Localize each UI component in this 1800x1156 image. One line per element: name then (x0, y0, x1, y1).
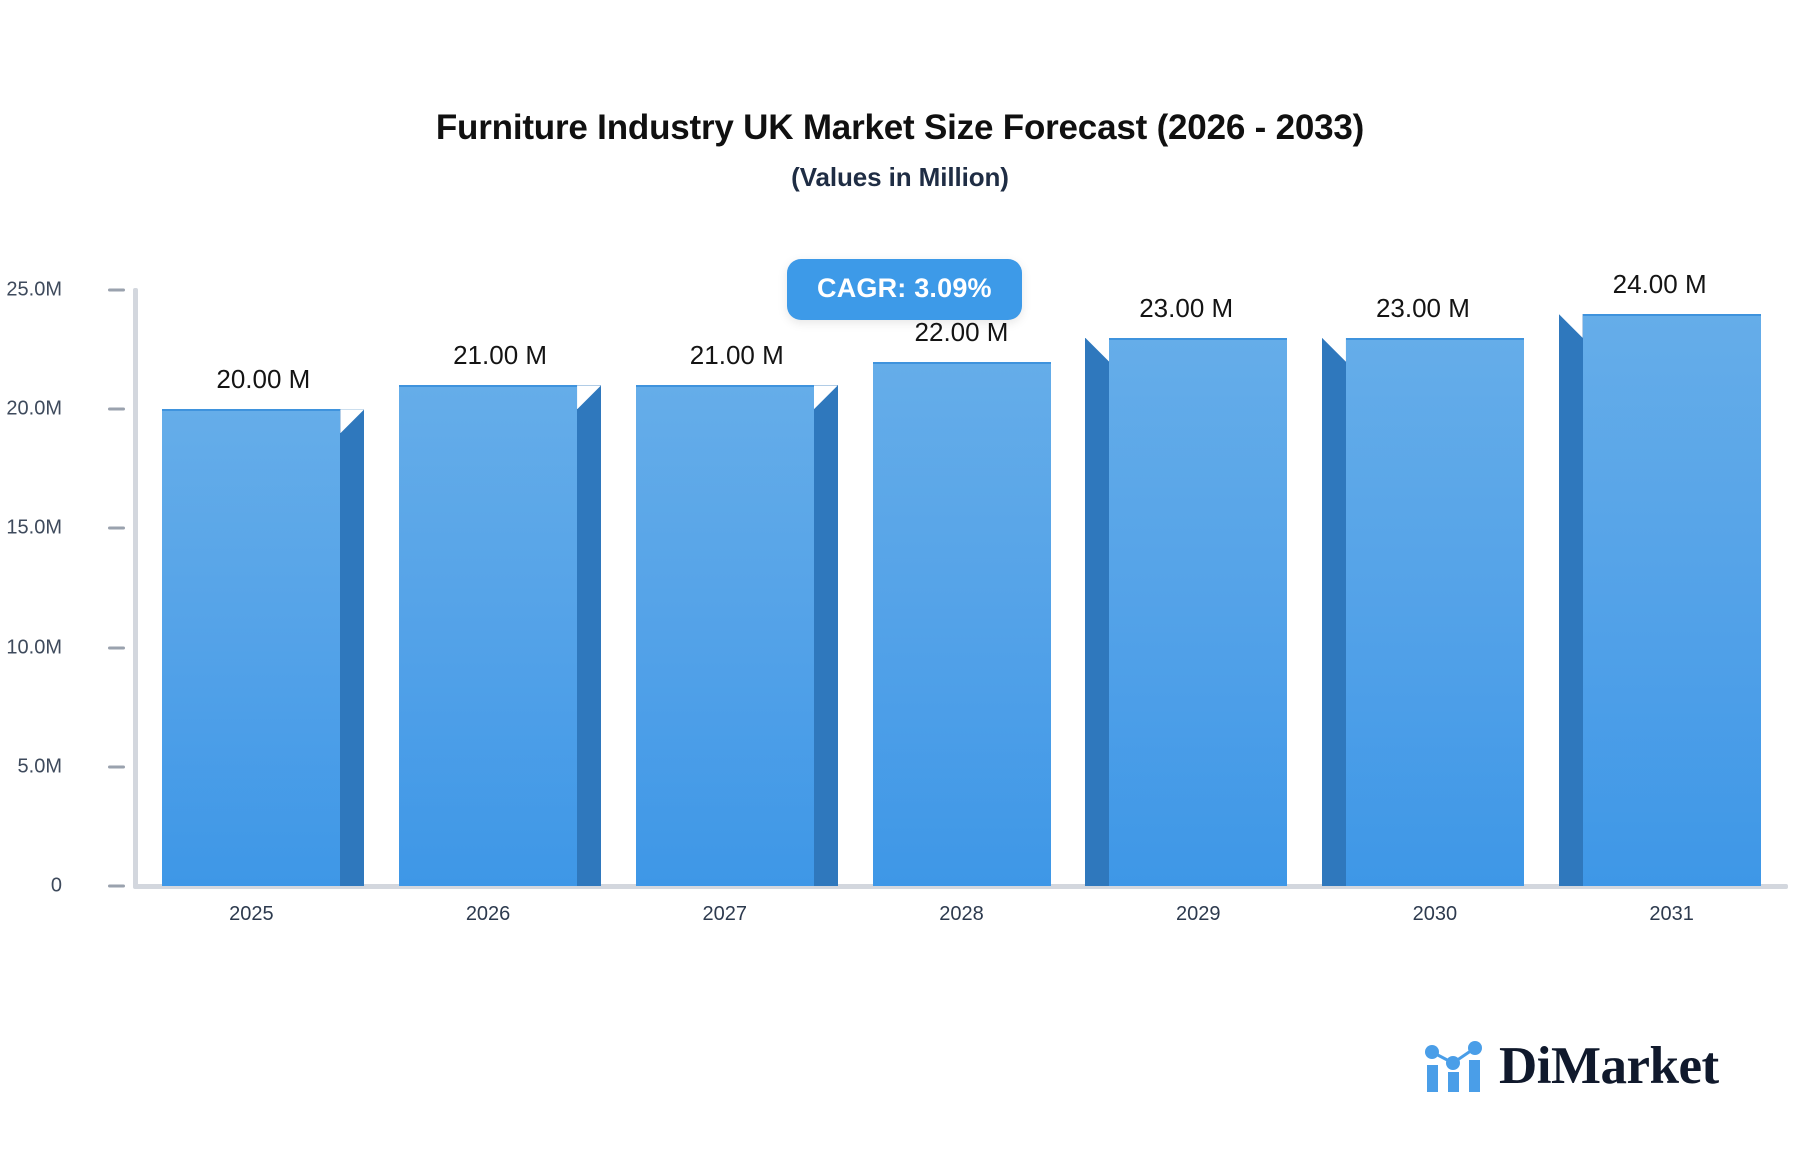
brand-logo-text: DiMarket (1499, 1037, 1719, 1095)
bar-side-cap (1321, 337, 1346, 362)
bar-2029[interactable] (1085, 337, 1288, 886)
bar-front-face (1345, 337, 1524, 886)
y-axis-tick-mark (108, 288, 125, 292)
y-axis-line (133, 288, 138, 888)
chart-title: Furniture Industry UK Market Size Foreca… (435, 108, 1365, 147)
bar-side-face (1321, 337, 1346, 886)
y-axis-tick-mark (108, 646, 125, 650)
bar-value-label: 23.00 M (1139, 292, 1234, 323)
bar-side-face (340, 409, 365, 886)
chart-subtitle: (Values in Million) (791, 162, 1009, 193)
bar-2026[interactable] (399, 385, 602, 886)
y-axis-tick-mark (108, 884, 125, 888)
x-axis-tick-label: 2030 (1412, 903, 1458, 925)
bar-side-face (1558, 313, 1583, 886)
x-axis-tick-label: 2027 (702, 903, 748, 925)
chart-header: Furniture Industry UK Market Size Foreca… (0, 108, 1800, 193)
brand-logo: DiMarket (1423, 1035, 1719, 1098)
bar-front-face (872, 361, 1051, 886)
bar-front-face (635, 385, 814, 886)
y-axis-tick-label: 25.0M (6, 278, 62, 301)
bar-front-face (162, 409, 341, 886)
x-axis-tick-label: 2025 (229, 903, 274, 925)
bar-value-label: 23.00 M (1375, 292, 1470, 323)
bar-2030[interactable] (1321, 337, 1524, 886)
x-axis-tick-label: 2031 (1649, 903, 1694, 925)
bar-2025[interactable] (162, 409, 365, 886)
bar-2027[interactable] (635, 385, 838, 886)
cagr-badge: CAGR: 3.09% (787, 259, 1022, 320)
bar-value-label: 22.00 M (914, 316, 1009, 347)
y-axis-tick-label: 10.0M (6, 636, 62, 659)
bar-side-cap (1558, 313, 1583, 338)
y-axis-tick-label: 15.0M (6, 516, 62, 539)
x-axis-tick-label: 2028 (939, 903, 984, 925)
bar-value-label: 21.00 M (453, 340, 548, 371)
y-axis-tick-mark (108, 407, 125, 411)
y-axis-tick-label: 5.0M (17, 755, 62, 778)
bar-chart-logo-icon (1423, 1035, 1485, 1098)
y-axis-tick-mark (108, 526, 125, 530)
bar-side-face (577, 385, 602, 886)
bar-front-face (399, 385, 578, 886)
bar-front-face (1582, 313, 1761, 886)
bar-side-cap (577, 385, 602, 410)
x-axis-tick-label: 2029 (1175, 903, 1221, 925)
bar-2028[interactable] (872, 361, 1051, 886)
bar-side-face (813, 385, 838, 886)
y-axis-tick-mark (108, 765, 125, 769)
bar-side-cap (1085, 337, 1110, 362)
bar-side-cap (340, 409, 365, 434)
bar-2031[interactable] (1558, 313, 1761, 886)
y-axis-tick-label: 0 (50, 874, 62, 897)
bar-value-label: 24.00 M (1612, 268, 1707, 299)
x-axis-tick-label: 2026 (465, 903, 511, 925)
bar-value-label: 21.00 M (689, 340, 784, 371)
bar-value-label: 20.00 M (216, 364, 311, 395)
y-axis-tick-label: 20.0M (6, 397, 62, 420)
bar-side-face (1085, 337, 1110, 886)
bar-front-face (1109, 337, 1288, 886)
x-axis-line (133, 884, 1788, 889)
bar-side-cap (813, 385, 838, 410)
